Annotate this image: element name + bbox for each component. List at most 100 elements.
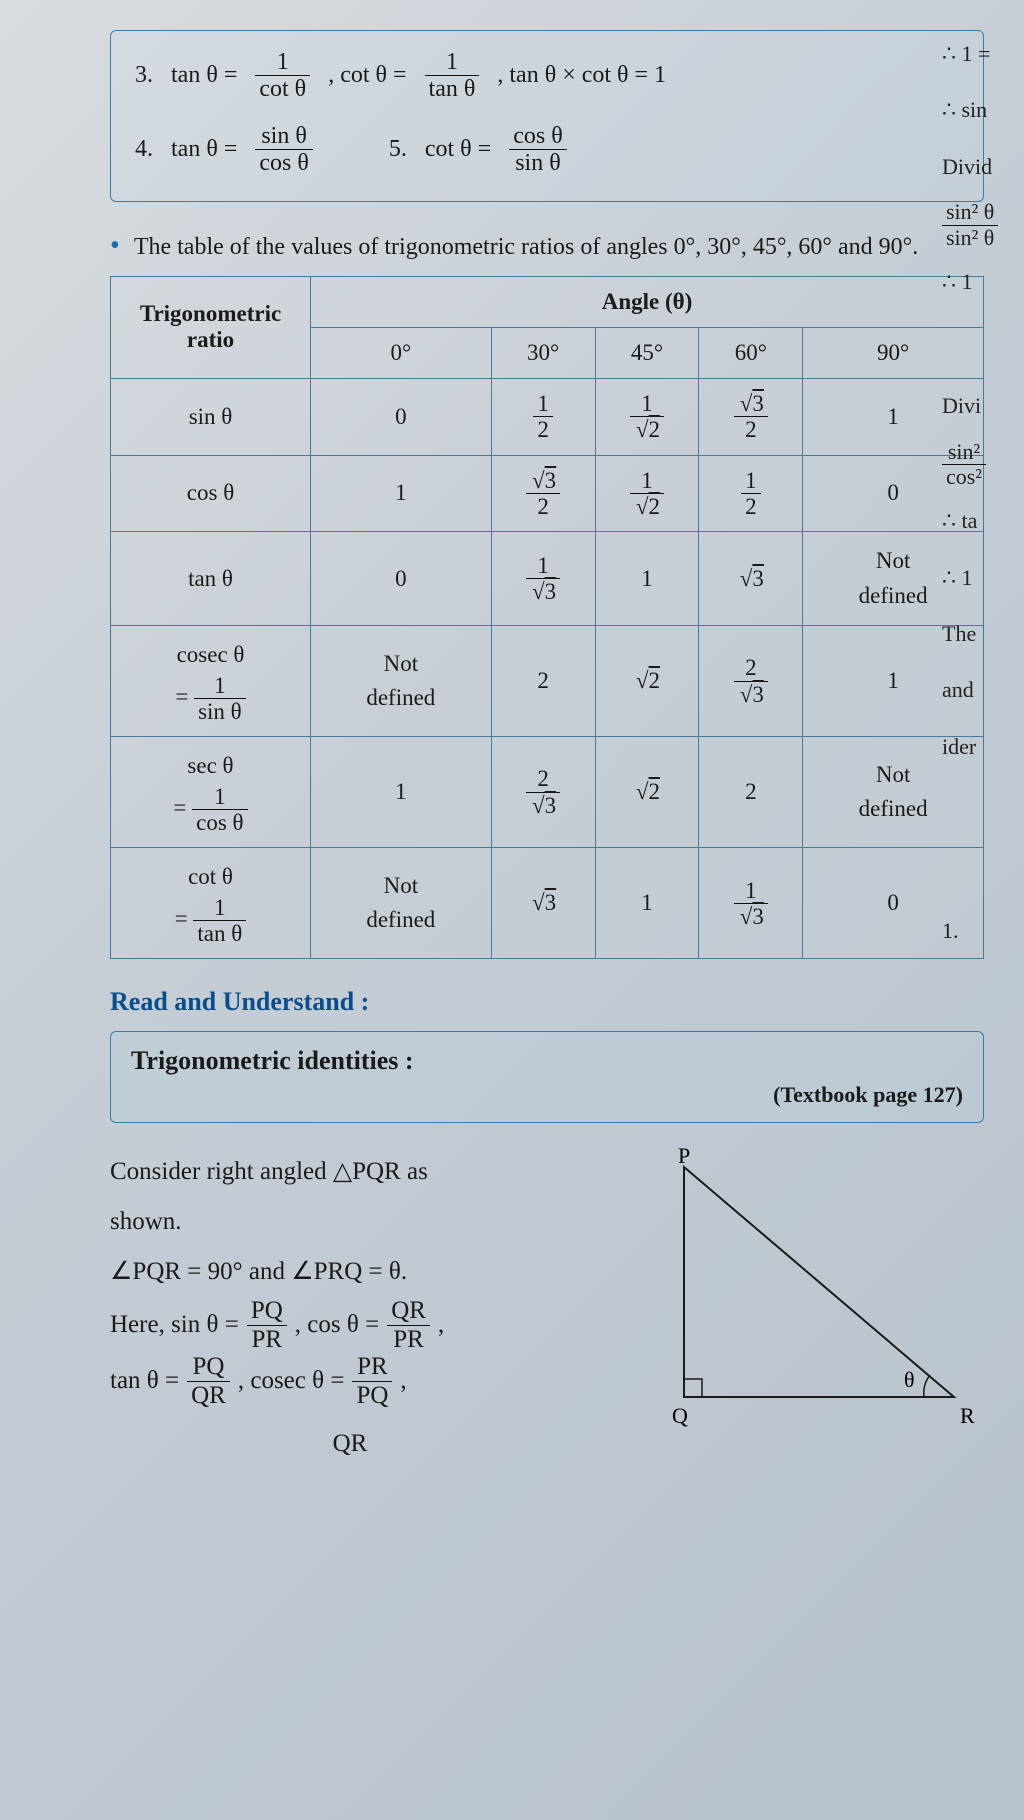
formula-text: , cot θ = (328, 62, 406, 89)
table-row: cos θ13212120 (111, 455, 984, 532)
table-cell: 1 (595, 532, 699, 626)
bottom-section: Consider right angled △PQR as shown. ∠PQ… (110, 1147, 984, 1469)
item-number: 3. (135, 62, 153, 89)
side-text: Divid (942, 143, 1016, 191)
identities-box: Trigonometric identities : (Textbook pag… (110, 1031, 984, 1123)
table-cell: 12 (699, 455, 803, 532)
angle-header: 30° (491, 327, 595, 378)
side-text: ∴ sin (942, 86, 1016, 134)
page: 3. tan θ = 1 cot θ , cot θ = 1 tan θ , t… (0, 0, 1024, 1820)
table-cell: 3 (491, 848, 595, 959)
trig-ratio-table: Trigonometric ratio Angle (θ) 0°30°45°60… (110, 276, 984, 959)
table-cell: 12 (595, 378, 699, 455)
bullet-text: The table of the values of trigonometric… (134, 228, 918, 266)
fraction: sin θ cos θ (255, 123, 313, 177)
table-cell: 0 (311, 532, 492, 626)
table-cell: Notdefined (311, 848, 492, 959)
fraction: 1 cot θ (255, 49, 310, 103)
side-text: ∴ 1 (942, 258, 1016, 306)
formula-row-3: 3. tan θ = 1 cot θ , cot θ = 1 tan θ , t… (135, 49, 959, 103)
angle-header: 0° (311, 327, 492, 378)
table-cell: Notdefined (311, 626, 492, 737)
header-ratio: Trigonometric ratio (111, 276, 311, 378)
ratio-label: cos θ (111, 455, 311, 532)
table-cell: 2 (699, 737, 803, 848)
table-cell: 1 (311, 737, 492, 848)
table-row: sec θ= 1cos θ12322Notdefined (111, 737, 984, 848)
fraction: PQ QR (187, 1353, 230, 1409)
side-fraction: sin²cos² (942, 439, 1016, 490)
side-fraction: sin² θsin² θ (942, 199, 1016, 250)
table-cell: 23 (491, 737, 595, 848)
bullet-icon: • (110, 228, 120, 266)
ratio-label: cot θ= 1tan θ (111, 848, 311, 959)
table-row: tan θ01313Notdefined (111, 532, 984, 626)
ratio-label: sec θ= 1cos θ (111, 737, 311, 848)
text-line: ∠PQR = 90° and ∠PRQ = θ. (110, 1247, 590, 1297)
text-line: shown. (110, 1197, 590, 1247)
formula-line: tan θ = PQ QR , cosec θ = PR PQ , (110, 1353, 590, 1409)
identities-ref: (Textbook page 127) (131, 1082, 963, 1108)
fraction: cos θ sin θ (509, 123, 567, 177)
spacer (942, 314, 1016, 374)
svg-text:P: P (678, 1147, 690, 1168)
formula-text: tan θ = (171, 62, 237, 89)
side-text: Divi (942, 382, 1016, 430)
header-angle: Angle (θ) (311, 276, 984, 327)
table-cell: 13 (699, 848, 803, 959)
formula-line: Here, sin θ = PQ PR , cos θ = QR PR , (110, 1297, 590, 1353)
formula-row-45: 4. tan θ = sin θ cos θ 5. cot θ = cos θ … (135, 123, 959, 177)
table-cell: 23 (699, 626, 803, 737)
fraction: 1 tan θ (425, 49, 480, 103)
table-cell: 2 (595, 626, 699, 737)
table-cell: 2 (491, 626, 595, 737)
table-cell: 2 (595, 737, 699, 848)
side-text: The (942, 610, 1016, 658)
table-cell: 32 (699, 378, 803, 455)
spacer (942, 779, 1016, 899)
table-row: cot θ= 1tan θNotdefined31130 (111, 848, 984, 959)
read-understand-heading: Read and Understand : (110, 987, 984, 1017)
table-row: cosec θ= 1sin θNotdefined22231 (111, 626, 984, 737)
fraction: QR PR (387, 1297, 430, 1353)
side-text: ∴ ta (942, 497, 1016, 545)
side-text: and (942, 666, 1016, 714)
svg-text:R: R (960, 1403, 975, 1428)
side-column: ∴ 1 = ∴ sin Divid sin² θsin² θ ∴ 1 Divi … (934, 0, 1024, 964)
fraction: PQ PR (247, 1297, 287, 1353)
ratio-label: sin θ (111, 378, 311, 455)
side-text: ider (942, 723, 1016, 771)
item-number: 4. (135, 136, 153, 163)
text-line: Consider right angled △PQR as (110, 1147, 590, 1197)
table-row: sin θ01212321 (111, 378, 984, 455)
svg-text:θ: θ (904, 1367, 915, 1392)
angle-header: 45° (595, 327, 699, 378)
formula-text: cot θ = (425, 136, 491, 163)
item-number: 5. (389, 136, 407, 163)
side-text: ∴ 1 = (942, 30, 1016, 78)
text-fragment: QR (110, 1419, 590, 1469)
table-cell: 1 (311, 455, 492, 532)
body-text: Consider right angled △PQR as shown. ∠PQ… (110, 1147, 590, 1469)
formula-box: 3. tan θ = 1 cot θ , cot θ = 1 tan θ , t… (110, 30, 984, 202)
table-cell: 12 (595, 455, 699, 532)
table-cell: 13 (491, 532, 595, 626)
formula-text: tan θ = (171, 136, 237, 163)
table-cell: 3 (699, 532, 803, 626)
table-header-row: Trigonometric ratio Angle (θ) (111, 276, 984, 327)
table-cell: 1 (595, 848, 699, 959)
triangle-diagram: P Q R θ (624, 1147, 984, 1447)
angle-header: 60° (699, 327, 803, 378)
fraction: PR PQ (352, 1353, 392, 1409)
side-text: 1. (942, 907, 1016, 955)
side-text: ∴ 1 (942, 554, 1016, 602)
table-cell: 12 (491, 378, 595, 455)
table-cell: 32 (491, 455, 595, 532)
ratio-label: cosec θ= 1sin θ (111, 626, 311, 737)
table-cell: 0 (311, 378, 492, 455)
ratio-label: tan θ (111, 532, 311, 626)
bullet-intro: • The table of the values of trigonometr… (110, 228, 984, 266)
formula-text: , tan θ × cot θ = 1 (497, 62, 666, 89)
identities-title: Trigonometric identities : (131, 1046, 963, 1076)
svg-text:Q: Q (672, 1403, 688, 1428)
